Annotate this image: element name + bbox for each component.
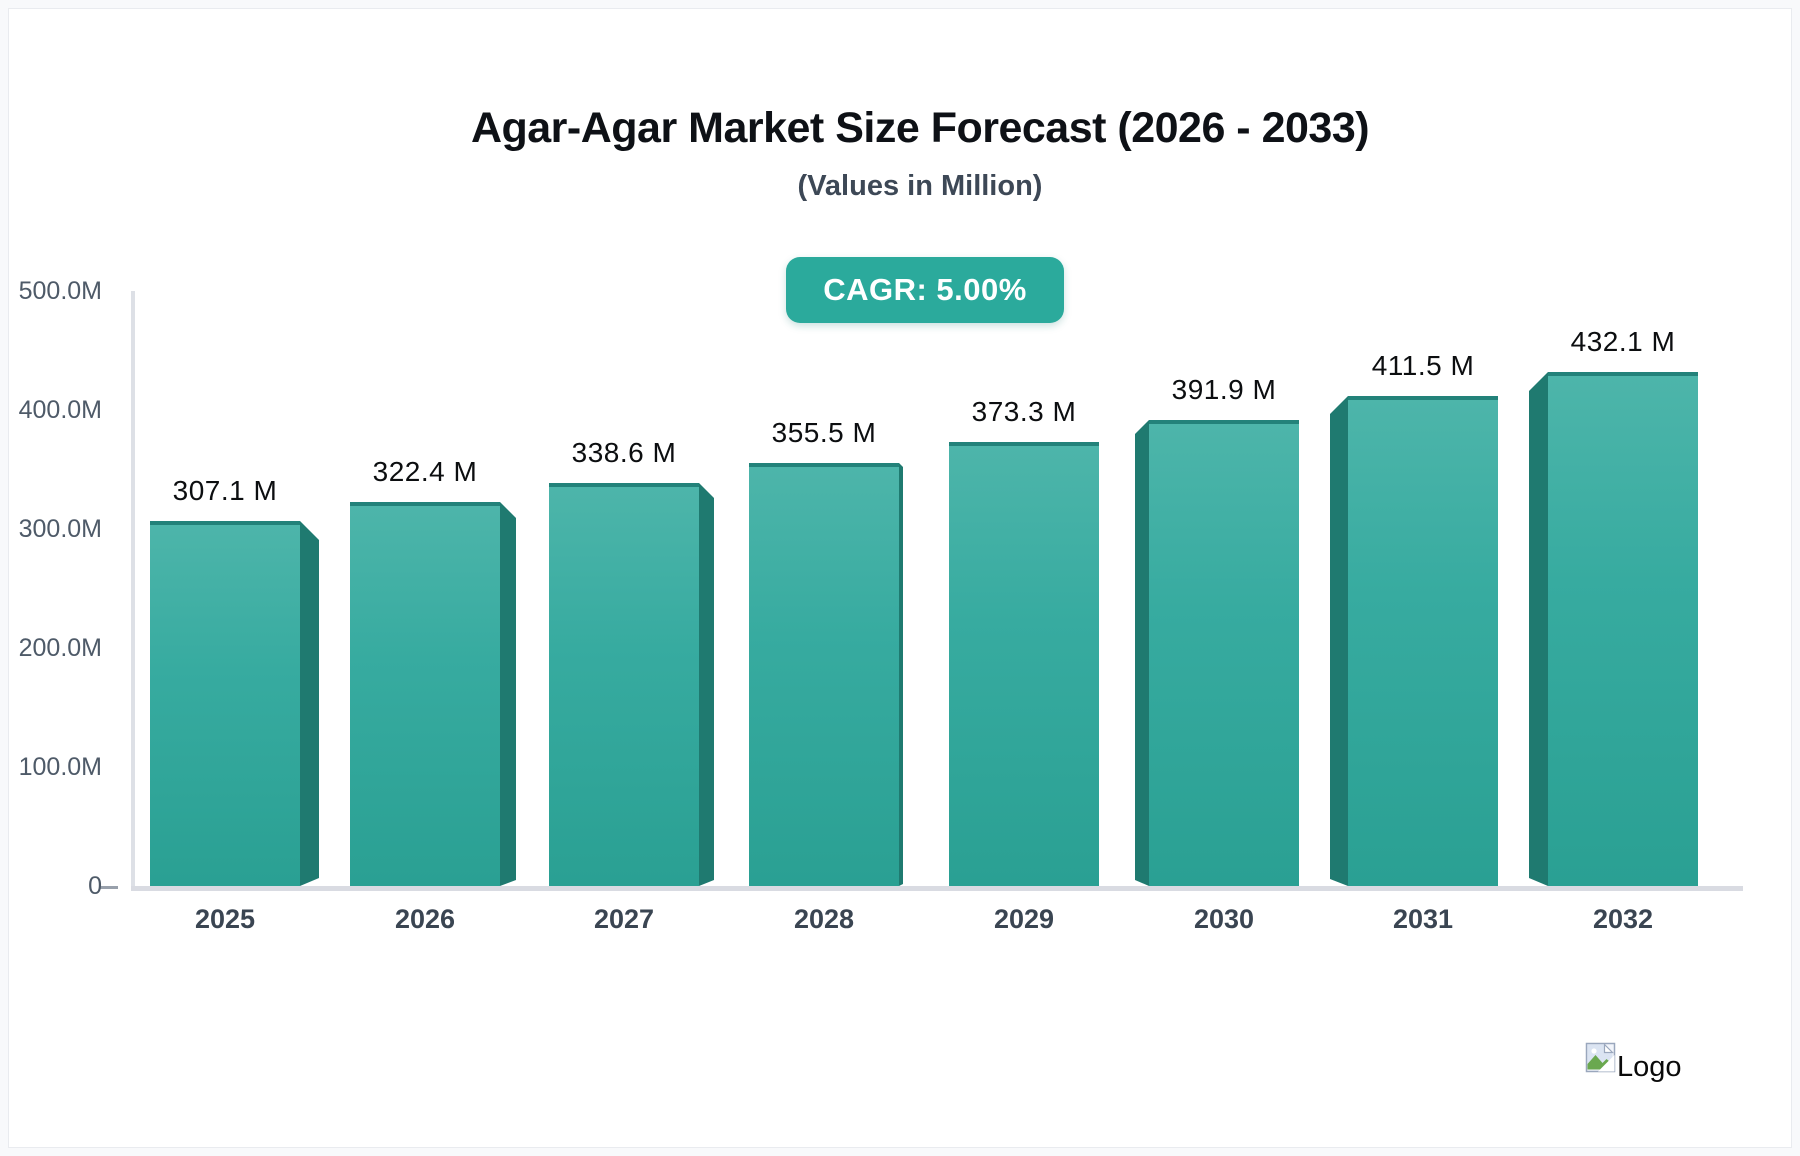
broken-image-icon — [1585, 1042, 1616, 1073]
bar-value-label: 411.5 M — [1371, 350, 1475, 381]
bar — [1348, 396, 1498, 886]
x-axis-label: 2032 — [1592, 904, 1654, 934]
y-axis-label: 0 — [88, 872, 102, 900]
bar-3d-side — [1135, 420, 1149, 886]
bar — [150, 521, 300, 886]
cagr-badge: CAGR: 5.00% — [786, 257, 1064, 323]
chart-subtitle: (Values in Million) — [797, 170, 1043, 202]
x-axis-label: 2028 — [793, 904, 855, 934]
bar — [549, 483, 699, 886]
zero-tick-mark — [100, 886, 118, 889]
x-axis-label: 2031 — [1392, 904, 1454, 934]
bar — [350, 502, 500, 886]
y-axis-label: 100.0M — [18, 753, 102, 781]
bar-value-label: 391.9 M — [1171, 374, 1277, 405]
bar-value-label: 355.5 M — [771, 417, 877, 448]
bar-value-label: 432.1 M — [1570, 326, 1676, 357]
bar — [1149, 420, 1299, 886]
y-axis-label: 200.0M — [18, 634, 102, 662]
y-axis-line — [131, 291, 135, 886]
chart-title: Agar-Agar Market Size Forecast (2026 - 2… — [470, 104, 1370, 152]
y-axis-label: 500.0M — [18, 277, 102, 305]
bar — [749, 463, 899, 886]
footer-logo: Logo — [1585, 1042, 1682, 1083]
y-axis-label: 400.0M — [18, 396, 102, 424]
bar-3d-side — [699, 483, 714, 886]
cagr-badge-label: CAGR: 5.00% — [823, 272, 1027, 307]
bar-value-label: 307.1 M — [172, 475, 278, 506]
bar-3d-side — [1529, 372, 1548, 886]
logo-alt-text: Logo — [1617, 1051, 1682, 1083]
bar-3d-side — [500, 502, 516, 886]
y-axis-label: 300.0M — [18, 515, 102, 543]
bar-value-label: 373.3 M — [971, 396, 1077, 427]
x-axis-line — [131, 886, 1743, 891]
bar-3d-side — [899, 463, 903, 886]
x-axis-label: 2027 — [593, 904, 655, 934]
x-axis-label: 2026 — [394, 904, 456, 934]
bar — [949, 442, 1099, 886]
x-axis-label: 2025 — [194, 904, 256, 934]
x-axis-label: 2029 — [993, 904, 1055, 934]
bar-value-label: 322.4 M — [372, 456, 478, 487]
bar-3d-side — [1330, 396, 1348, 886]
bar-value-label: 338.6 M — [571, 437, 677, 468]
bar-3d-side — [300, 521, 319, 886]
bar — [1548, 372, 1698, 886]
x-axis-label: 2030 — [1193, 904, 1255, 934]
